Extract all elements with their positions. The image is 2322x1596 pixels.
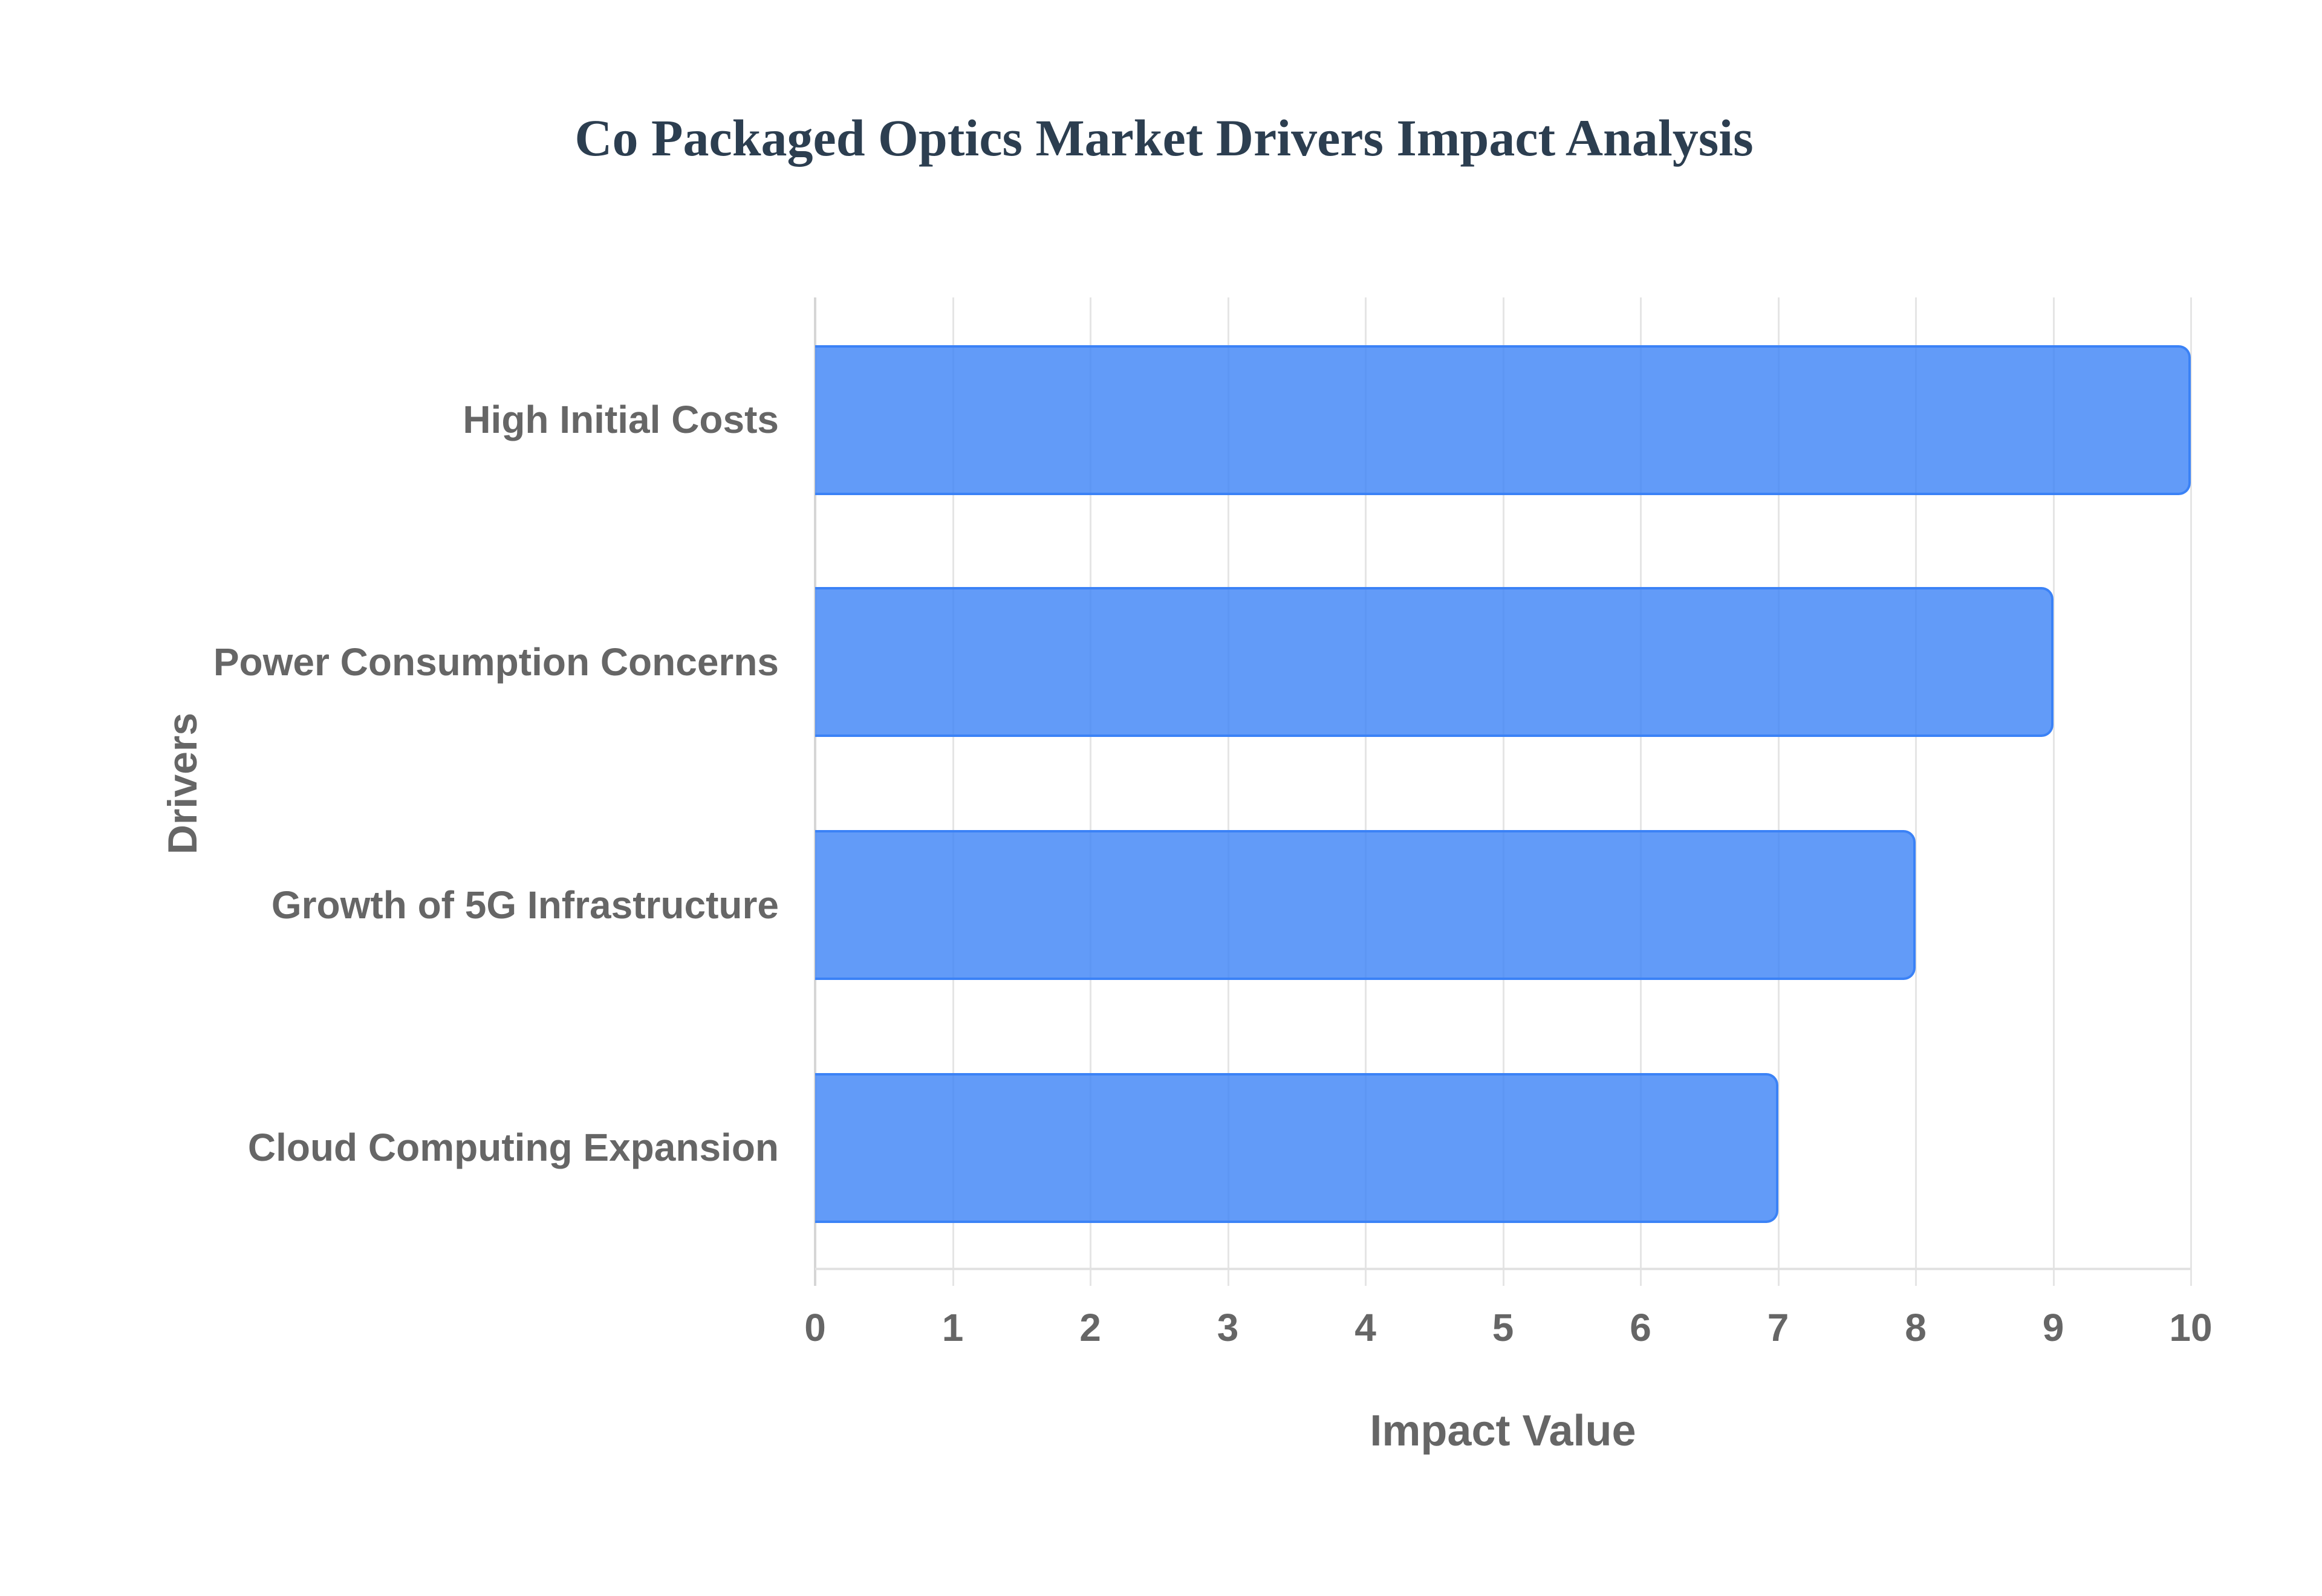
bar-high-initial-costs[interactable] bbox=[815, 345, 2191, 495]
gridline-5 bbox=[1502, 297, 1504, 1286]
bar-cloud-computing-expansion[interactable] bbox=[815, 1073, 1778, 1223]
x-tick-label: 7 bbox=[1767, 1306, 1789, 1349]
x-tick-label: 9 bbox=[2042, 1306, 2064, 1349]
y-tick-label: High Initial Costs bbox=[463, 398, 779, 441]
x-axis-line bbox=[815, 1268, 2191, 1270]
y-tick-label: Growth of 5G Infrastructure bbox=[271, 883, 779, 927]
x-tick-label: 8 bbox=[1905, 1306, 1927, 1349]
plot-area bbox=[814, 297, 2192, 1286]
gridline-0 bbox=[814, 297, 816, 1286]
bar-power-consumption-concerns[interactable] bbox=[815, 587, 2054, 737]
x-tick-label: 5 bbox=[1492, 1306, 1514, 1349]
gridline-9 bbox=[2052, 297, 2055, 1286]
gridline-1 bbox=[952, 297, 954, 1286]
x-tick-label: 3 bbox=[1217, 1306, 1239, 1349]
bar-growth-of-5g-infrastructure[interactable] bbox=[815, 830, 1916, 980]
gridline-3 bbox=[1227, 297, 1229, 1286]
gridline-10 bbox=[2190, 297, 2192, 1286]
y-tick-label: Power Consumption Concerns bbox=[213, 640, 779, 684]
x-tick-label: 0 bbox=[804, 1306, 826, 1349]
x-tick-label: 2 bbox=[1079, 1306, 1101, 1349]
x-tick-label: 1 bbox=[941, 1306, 964, 1349]
gridline-7 bbox=[1777, 297, 1780, 1286]
x-tick-label: 10 bbox=[2169, 1306, 2213, 1349]
x-tick-label: 6 bbox=[1630, 1306, 1651, 1349]
chart-title: Co Packaged Optics Market Drivers Impact… bbox=[574, 109, 1754, 167]
gridline-2 bbox=[1090, 297, 1091, 1286]
gridline-8 bbox=[1915, 297, 1917, 1286]
x-tick-label: 4 bbox=[1354, 1306, 1376, 1349]
y-tick-label: Cloud Computing Expansion bbox=[247, 1126, 779, 1169]
gridline-4 bbox=[1365, 297, 1367, 1286]
y-axis-title: Drivers bbox=[160, 712, 206, 855]
x-axis-title: Impact Value bbox=[1370, 1407, 1636, 1455]
gridline-6 bbox=[1640, 297, 1642, 1286]
